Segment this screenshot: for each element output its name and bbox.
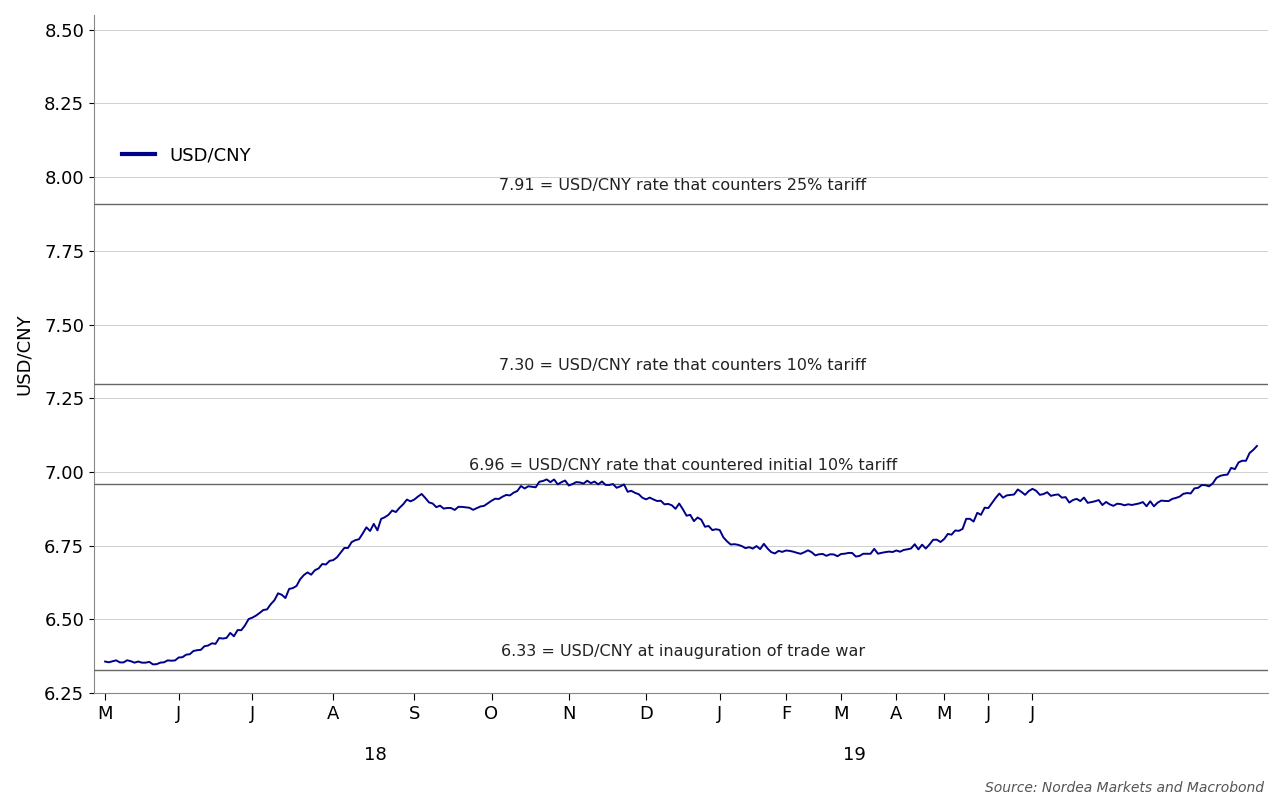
Text: 6.96 = USD/CNY rate that countered initial 10% tariff: 6.96 = USD/CNY rate that countered initi… [468,458,897,474]
Text: 6.33 = USD/CNY at inauguration of trade war: 6.33 = USD/CNY at inauguration of trade … [500,644,865,659]
Text: 7.30 = USD/CNY rate that counters 10% tariff: 7.30 = USD/CNY rate that counters 10% ta… [499,358,866,373]
Text: 18: 18 [364,746,387,764]
Text: 19: 19 [843,746,866,764]
Text: Source: Nordea Markets and Macrobond: Source: Nordea Markets and Macrobond [985,781,1264,795]
Y-axis label: USD/CNY: USD/CNY [15,313,33,395]
Legend: USD/CNY: USD/CNY [115,140,258,172]
Text: 7.91 = USD/CNY rate that counters 25% tariff: 7.91 = USD/CNY rate that counters 25% ta… [499,178,866,194]
